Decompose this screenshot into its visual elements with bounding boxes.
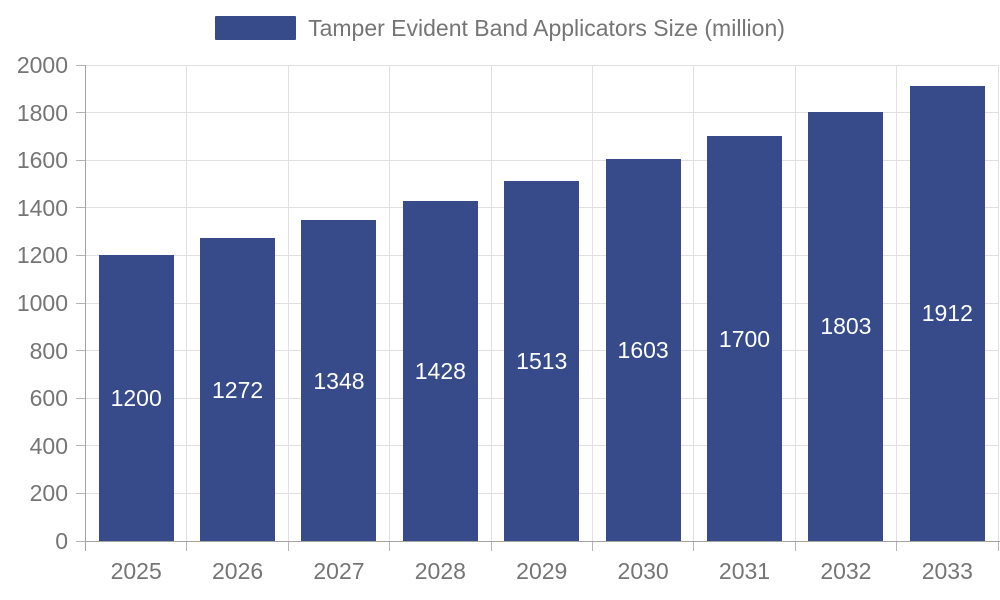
x-axis-tick	[85, 541, 86, 551]
gridline-horizontal	[85, 64, 998, 66]
x-axis-tick-label: 2028	[414, 558, 466, 584]
legend-label: Tamper Evident Band Applicators Size (mi…	[308, 15, 785, 41]
bar-value-label: 1700	[718, 325, 771, 352]
bar	[402, 201, 478, 541]
legend-swatch	[215, 16, 297, 40]
x-axis-tick-label: 2027	[313, 558, 365, 584]
bar-value-label: 1803	[820, 313, 872, 340]
bar-value-label: 1603	[617, 337, 669, 364]
y-axis-tick-label: 2000	[16, 52, 68, 78]
x-axis-tick	[389, 541, 391, 551]
gridline-horizontal	[85, 159, 998, 161]
bar	[301, 220, 377, 541]
y-axis-tick	[75, 350, 86, 352]
y-axis-tick-label: 600	[29, 385, 68, 412]
gridline-horizontal	[85, 112, 998, 114]
y-axis-tick	[75, 445, 86, 447]
x-axis-tick-label: 2031	[718, 558, 771, 584]
y-axis-tick-label: 1000	[16, 290, 68, 316]
x-axis-tick	[186, 541, 188, 551]
y-axis-tick	[75, 159, 86, 161]
x-axis-tick-label: 2029	[516, 558, 568, 584]
x-axis-tick	[896, 541, 898, 551]
y-axis-tick-label: 200	[29, 480, 68, 507]
x-axis-tick	[591, 541, 593, 551]
bar-value-label: 1428	[414, 358, 466, 385]
y-axis-tick	[75, 64, 86, 66]
x-axis-tick-label: 2030	[617, 558, 669, 584]
x-axis-line	[84, 541, 1000, 542]
gridline-vertical	[896, 65, 898, 541]
x-axis-tick-label: 2025	[110, 558, 162, 584]
x-axis-tick	[490, 541, 492, 551]
bar-value-label: 1912	[921, 300, 973, 327]
y-axis-tick	[75, 112, 86, 114]
y-axis-line	[84, 65, 86, 551]
bar-value-label: 1348	[313, 367, 365, 394]
x-axis-tick-label: 2032	[820, 558, 872, 584]
y-axis-tick-label: 1400	[16, 194, 68, 221]
gridline-vertical	[186, 65, 188, 541]
y-axis-tick	[75, 254, 86, 256]
y-axis-tick	[75, 302, 86, 304]
y-axis-tick	[75, 207, 86, 209]
bar-value-label: 1200	[110, 385, 162, 412]
y-axis-tick	[75, 397, 86, 399]
bar-value-label: 1513	[516, 347, 568, 374]
bar	[98, 255, 174, 541]
y-axis-tick-label: 800	[29, 337, 68, 364]
y-axis-tick-label: 0	[55, 528, 68, 554]
y-axis-tick	[75, 540, 86, 542]
gridline-vertical	[389, 65, 391, 541]
x-axis-tick	[693, 541, 695, 551]
bar	[605, 159, 681, 541]
gridline-vertical	[591, 65, 593, 541]
gridline-vertical	[997, 65, 999, 541]
x-axis-tick	[997, 541, 999, 551]
bar	[504, 180, 580, 541]
gridline-vertical	[794, 65, 796, 541]
gridline-vertical	[287, 65, 289, 541]
bar	[909, 85, 985, 541]
bar	[200, 238, 276, 541]
x-axis-tick	[794, 541, 796, 551]
bar	[808, 111, 884, 541]
y-axis-tick-label: 1200	[16, 242, 68, 269]
gridline-vertical	[693, 65, 695, 541]
x-axis-tick-label: 2026	[211, 558, 264, 584]
gridline-vertical	[490, 65, 492, 541]
legend[interactable]: Tamper Evident Band Applicators Size (mi…	[0, 14, 1000, 42]
y-axis-tick-label: 400	[29, 432, 68, 459]
y-axis-tick	[75, 492, 86, 494]
y-axis-tick-label: 1800	[16, 99, 68, 126]
x-axis-tick	[287, 541, 289, 551]
bar-value-label: 1272	[211, 376, 264, 403]
y-axis-tick-label: 1600	[16, 147, 68, 174]
x-axis-tick-label: 2033	[921, 558, 973, 584]
bar	[707, 136, 783, 541]
